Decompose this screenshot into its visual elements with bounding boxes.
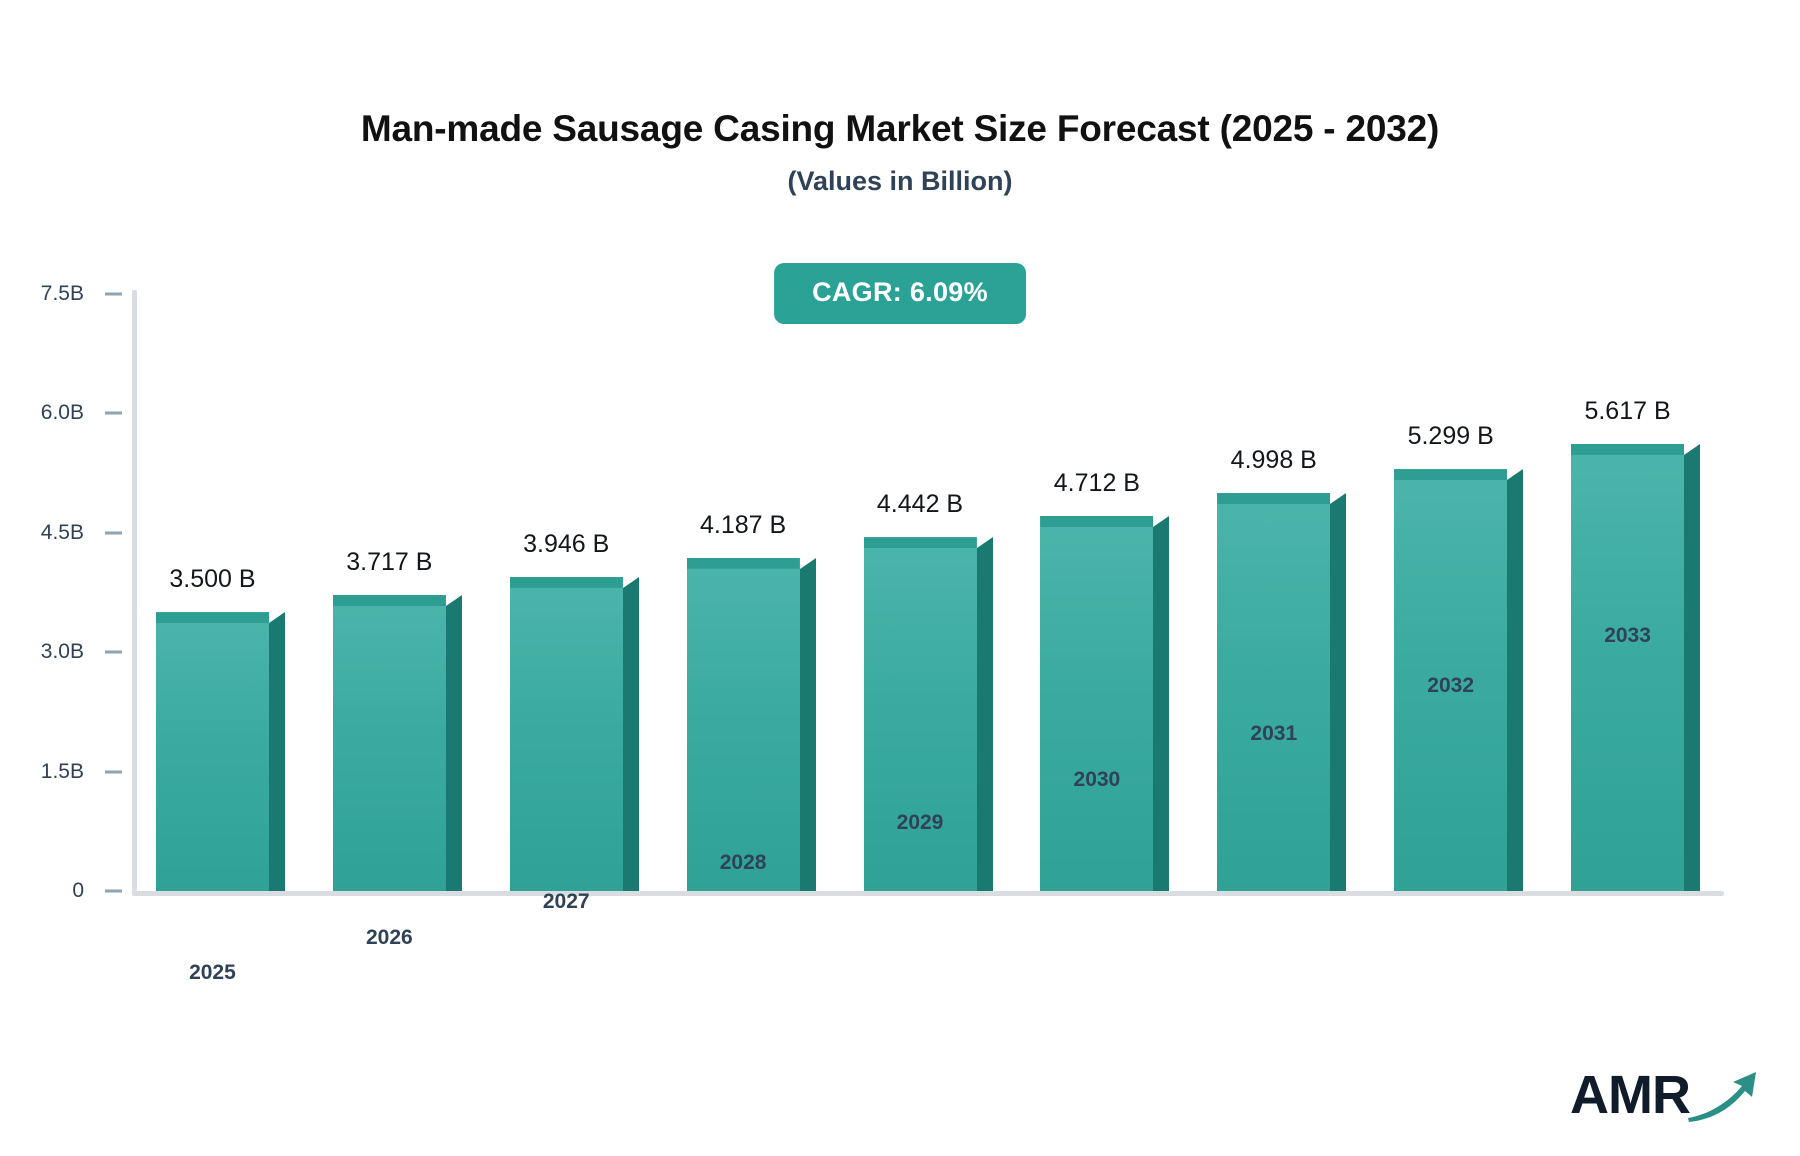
y-axis-tick-mark: [105, 770, 122, 774]
x-axis-line: [132, 891, 1724, 896]
bar-top-face: [863, 537, 977, 549]
bar-value-label: 4.187 B: [700, 510, 787, 539]
y-axis-tick-label: 4.5B: [40, 520, 84, 544]
x-axis-tick-label: 2033: [1604, 623, 1651, 647]
bar-side-face: [1330, 493, 1347, 891]
bar-value-label: 4.442 B: [876, 490, 964, 519]
y-axis-tick-label: 3.0B: [40, 640, 84, 664]
bar-2025[interactable]: 3.500 B 2025: [155, 565, 285, 984]
bars-layer: 3.500 B 2025 3.717 B 2026 3.946 B 2027 4.187 B…: [132, 290, 1724, 984]
bar-top-face: [509, 576, 623, 588]
bar-2031[interactable]: 4.998 B 2031: [1217, 446, 1347, 891]
growth-arrow-icon: [1686, 1069, 1760, 1128]
bar-side-face: [976, 537, 993, 891]
bar-top-face: [1217, 493, 1331, 505]
bar-value-label: 3.500 B: [169, 565, 256, 594]
bar-front-face: [863, 537, 977, 891]
y-axis-tick-mark: [105, 889, 122, 893]
bar-2028[interactable]: 4.187 B 2028: [686, 511, 816, 891]
bar-top-face: [155, 612, 269, 624]
chart-title: Man-made Sausage Casing Market Size Fore…: [360, 108, 1440, 149]
y-axis-tick-mark: [105, 292, 122, 296]
chart-subtitle: (Values in Billion): [787, 166, 1013, 196]
x-axis-tick-label: 2031: [1250, 722, 1298, 746]
bar-side-face: [1507, 469, 1524, 891]
y-axis-tick-label: 7.5B: [40, 282, 84, 305]
bar-top-face: [1394, 469, 1508, 481]
y-axis-line: [132, 290, 137, 895]
x-axis-tick-label: 2026: [365, 926, 413, 950]
bar-side-face: [268, 612, 285, 891]
y-axis-tick-label: 1.5B: [40, 759, 84, 783]
y-axis-tick-label: 6.0B: [40, 401, 84, 425]
bar-value-label: 3.717 B: [346, 548, 433, 577]
bar-2026[interactable]: 3.717 B 2026: [332, 548, 462, 949]
bar-front-face: [332, 595, 446, 891]
x-axis-tick-label: 2025: [189, 960, 236, 984]
x-axis-tick-label: 2027: [542, 889, 590, 913]
bar-front-face: [686, 557, 800, 891]
bar-side-face: [1684, 443, 1701, 891]
bar-front-face: [155, 612, 269, 891]
bar-top-face: [332, 595, 446, 607]
bar-side-face: [799, 557, 816, 891]
bar-top-face: [1571, 443, 1685, 455]
y-axis-tick-mark: [105, 531, 122, 535]
bar-2027[interactable]: 3.946 B 2027: [509, 530, 639, 913]
bar-value-label: 5.299 B: [1407, 422, 1494, 451]
bar-2029[interactable]: 4.442 B 2029: [863, 490, 993, 891]
bar-top-face: [1040, 515, 1154, 527]
logo-text: AMR: [1570, 1064, 1691, 1125]
y-axis-tick-mark: [105, 411, 122, 415]
bar-top-face: [686, 557, 800, 569]
bar-front-face: [1040, 515, 1154, 891]
bar-2032[interactable]: 5.299 B 2032: [1394, 422, 1524, 891]
bar-side-face: [445, 595, 462, 891]
y-axis-tick-label: 0: [72, 879, 84, 902]
cagr-badge: CAGR: 6.09%: [774, 263, 1026, 324]
bar-front-face: [509, 576, 623, 891]
bar-value-label: 5.617 B: [1584, 396, 1671, 425]
x-axis-tick-label: 2032: [1427, 674, 1475, 698]
x-axis-tick-label: 2030: [1073, 767, 1121, 791]
x-axis-tick-label: 2028: [719, 851, 767, 875]
plot-area: 3.500 B 2025 3.717 B 2026 3.946 B 2027 4.187 B…: [132, 290, 1724, 984]
x-axis-tick-label: 2029: [896, 810, 944, 834]
bar-front-face: [1571, 443, 1685, 891]
bar-value-label: 4.712 B: [1053, 468, 1140, 497]
bar-front-face: [1394, 469, 1508, 891]
bar-side-face: [1153, 515, 1170, 891]
bar-front-face: [1217, 493, 1331, 891]
amr-logo: AMR: [1570, 1061, 1760, 1128]
bar-2033[interactable]: 5.617 B 2033: [1571, 397, 1701, 891]
bar-value-label: 3.946 B: [523, 529, 610, 558]
y-axis-tick-mark: [105, 650, 122, 654]
bar-side-face: [622, 576, 639, 891]
bar-value-label: 4.998 B: [1230, 446, 1317, 475]
bar-2030[interactable]: 4.712 B 2030: [1040, 469, 1170, 891]
